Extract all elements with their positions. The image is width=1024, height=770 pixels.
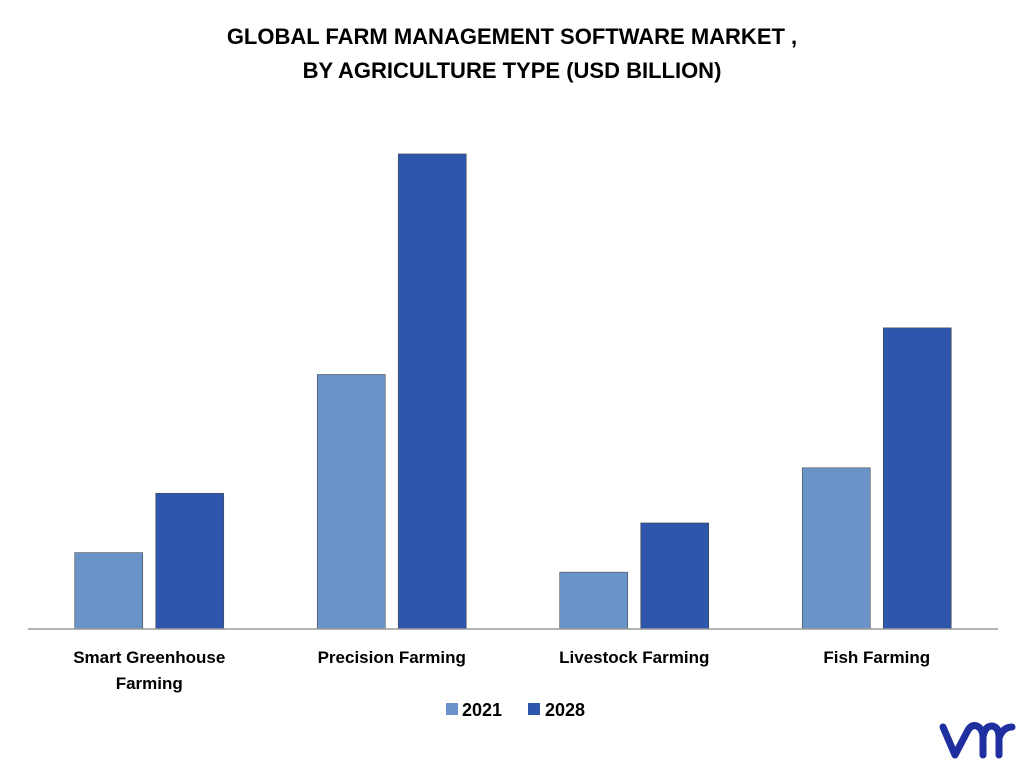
category-label-line: Fish Farming <box>823 648 930 667</box>
category-label-0: Smart Greenhouse Farming <box>73 648 225 693</box>
category-label-2: Livestock Farming <box>559 648 709 667</box>
category-label-line: Smart Greenhouse <box>73 648 225 667</box>
legend-swatch-2021 <box>446 703 458 715</box>
category-labels: Smart Greenhouse Farming Precision Farming… <box>73 648 930 693</box>
legend: 2021 2028 <box>446 700 585 720</box>
bar-2021-2 <box>559 571 629 630</box>
category-label-line: Precision Farming <box>318 648 466 667</box>
bar-2028-1 <box>397 153 467 630</box>
bar-2028-3 <box>882 327 952 630</box>
bar-2021-0 <box>74 552 144 630</box>
legend-label-2021: 2021 <box>462 700 502 720</box>
bar-2021-1 <box>316 374 386 630</box>
category-label-line: Farming <box>116 674 183 693</box>
bar-2028-0 <box>155 492 225 630</box>
category-label-line: Livestock Farming <box>559 648 709 667</box>
vmr-logo <box>939 722 1016 759</box>
chart-subtitle: BY AGRICULTURE TYPE (USD BILLION) <box>303 58 722 83</box>
chart-title: GLOBAL FARM MANAGEMENT SOFTWARE MARKET , <box>227 24 797 49</box>
legend-swatch-2028 <box>528 703 540 715</box>
vmr-logo-mark <box>939 722 1016 759</box>
legend-label-2028: 2028 <box>545 700 585 720</box>
category-label-3: Fish Farming <box>823 648 930 667</box>
bar-2028-2 <box>640 522 710 630</box>
bars-group <box>74 153 952 630</box>
bar-2021-3 <box>801 467 871 630</box>
category-label-1: Precision Farming <box>318 648 466 667</box>
